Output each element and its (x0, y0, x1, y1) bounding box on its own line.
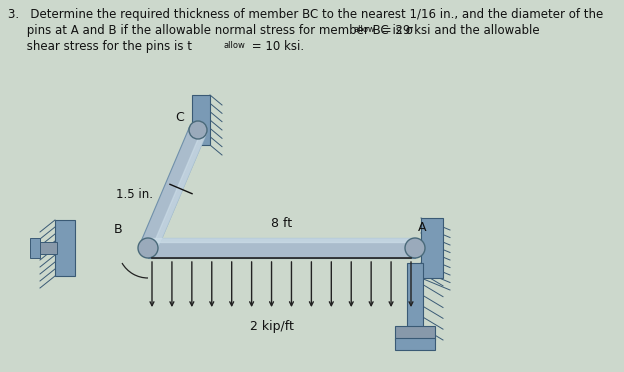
Text: 8 ft: 8 ft (271, 217, 292, 230)
Text: allow: allow (353, 26, 375, 35)
Bar (55, 220, 75, 276)
Bar (192, 95, 210, 145)
Bar (35, 242, 57, 254)
Circle shape (189, 121, 207, 139)
Text: 60°: 60° (180, 240, 201, 253)
Text: 2 kip/ft: 2 kip/ft (250, 320, 293, 333)
Circle shape (138, 238, 158, 258)
Text: allow: allow (223, 42, 245, 51)
Bar (421, 218, 443, 278)
Text: = 29 ksi and the allowable: = 29 ksi and the allowable (378, 24, 540, 37)
Circle shape (405, 238, 425, 258)
Text: 3.   Determine the required thickness of member BC to the nearest 1/16 in., and : 3. Determine the required thickness of m… (8, 8, 603, 21)
Text: B: B (114, 223, 122, 236)
Text: A: A (418, 221, 426, 234)
Text: = 10 ksi.: = 10 ksi. (248, 40, 304, 53)
Bar (30, 238, 40, 258)
Polygon shape (151, 131, 207, 251)
Text: 1.5 in.: 1.5 in. (117, 187, 154, 201)
Polygon shape (140, 126, 207, 251)
Bar (395, 338, 435, 350)
Text: shear stress for the pins is t: shear stress for the pins is t (8, 40, 192, 53)
Text: C: C (175, 111, 184, 124)
Bar (148, 238, 415, 258)
Bar (407, 263, 423, 328)
Bar (395, 326, 435, 340)
Text: pins at A and B if the allowable normal stress for member BC is σ: pins at A and B if the allowable normal … (8, 24, 413, 37)
